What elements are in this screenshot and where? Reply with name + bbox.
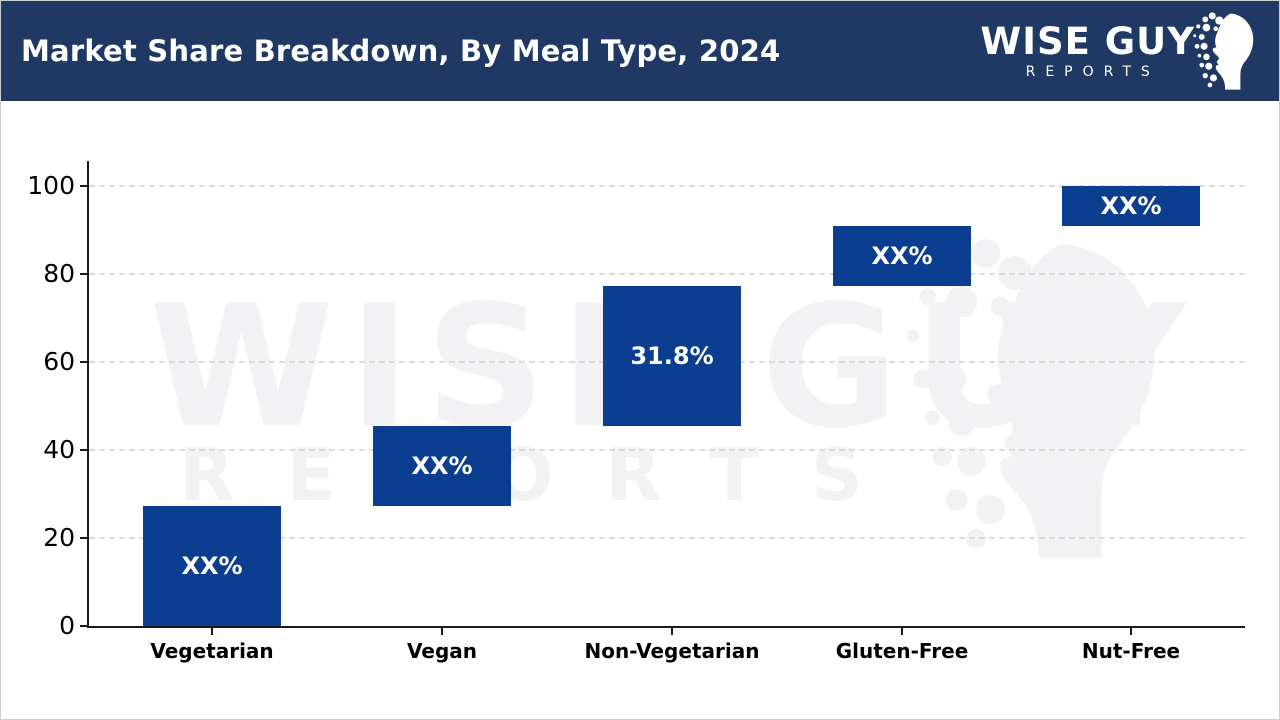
y-tick-40	[80, 449, 87, 451]
y-tick-label-40: 40	[43, 435, 75, 464]
brand-subname: REPORTS	[1025, 64, 1160, 80]
x-tick-non-vegetarian	[671, 628, 673, 635]
x-axis-label-nut-free: Nut-Free	[1081, 639, 1181, 663]
y-tick-label-20: 20	[43, 523, 75, 552]
y-tick-label-80: 80	[43, 259, 75, 288]
x-axis-line	[87, 626, 1245, 628]
y-tick-label-60: 60	[43, 347, 75, 376]
brand-logo: WISE GUY REPORTS	[980, 10, 1267, 92]
y-tick-60	[80, 361, 87, 363]
bar-vegetarian: XX%	[143, 505, 281, 626]
x-tick-vegetarian	[211, 628, 213, 635]
gridline-100	[89, 185, 1245, 187]
gridline-40	[89, 449, 1245, 451]
page-title: Market Share Breakdown, By Meal Type, 20…	[21, 34, 781, 68]
x-tick-gluten-free	[901, 628, 903, 635]
x-tick-nut-free	[1130, 628, 1132, 635]
y-tick-100	[80, 185, 87, 187]
y-tick-label-0: 0	[59, 611, 75, 640]
x-tick-vegan	[441, 628, 443, 635]
gridline-80	[89, 273, 1245, 275]
y-tick-0	[80, 625, 87, 627]
brand-name: WISE GUY	[980, 20, 1195, 63]
y-tick-label-100: 100	[27, 171, 75, 200]
bar-nut-free: XX%	[1062, 186, 1200, 226]
x-axis-label-gluten-free: Gluten-Free	[835, 639, 969, 663]
y-tick-20	[80, 537, 87, 539]
bar-value-label-gluten-free: XX%	[871, 241, 933, 270]
bar-value-label-nut-free: XX%	[1100, 191, 1162, 220]
bar-gluten-free: XX%	[833, 225, 971, 287]
x-axis-label-vegetarian: Vegetarian	[150, 639, 274, 663]
gridline-20	[89, 537, 1245, 539]
x-axis-label-non-vegetarian: Non-Vegetarian	[584, 639, 760, 663]
watermark-subtext: REPORTS	[179, 433, 915, 517]
bar-vegan: XX%	[373, 426, 511, 506]
y-axis-line	[87, 161, 89, 628]
header-bar: Market Share Breakdown, By Meal Type, 20…	[1, 1, 1279, 101]
bar-value-label-vegetarian: XX%	[181, 551, 243, 580]
x-axis-label-vegan: Vegan	[407, 639, 477, 663]
bar-value-label-vegan: XX%	[411, 452, 473, 481]
y-tick-80	[80, 273, 87, 275]
brand-face-icon	[1193, 12, 1254, 90]
bar-non-vegetarian: 31.8%	[603, 286, 741, 427]
bar-value-label-non-vegetarian: 31.8%	[630, 342, 714, 371]
